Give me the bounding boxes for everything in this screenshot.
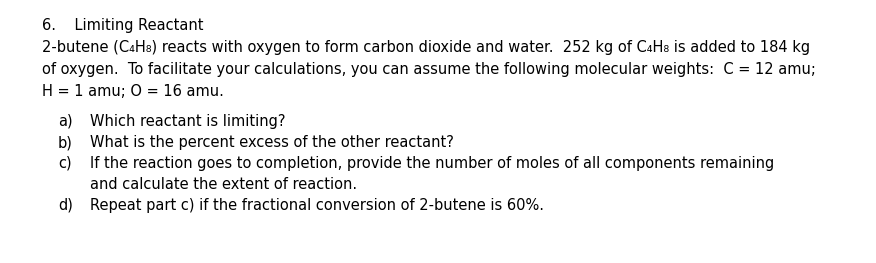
Text: If the reaction goes to completion, provide the number of moles of all component: If the reaction goes to completion, prov…	[90, 156, 774, 171]
Text: Which reactant is limiting?: Which reactant is limiting?	[90, 114, 286, 129]
Text: 6.    Limiting Reactant: 6. Limiting Reactant	[42, 18, 203, 33]
Text: and calculate the extent of reaction.: and calculate the extent of reaction.	[90, 177, 357, 192]
Text: d): d)	[58, 198, 73, 213]
Text: b): b)	[58, 135, 73, 150]
Text: 2-butene (C₄H₈) reacts with oxygen to form carbon dioxide and water.  252 kg of : 2-butene (C₄H₈) reacts with oxygen to fo…	[42, 40, 810, 55]
Text: of oxygen.  To facilitate your calculations, you can assume the following molecu: of oxygen. To facilitate your calculatio…	[42, 62, 816, 77]
Text: Repeat part c) if the fractional conversion of 2-butene is 60%.: Repeat part c) if the fractional convers…	[90, 198, 544, 213]
Text: c): c)	[58, 156, 72, 171]
Text: H = 1 amu; O = 16 amu.: H = 1 amu; O = 16 amu.	[42, 84, 224, 99]
Text: What is the percent excess of the other reactant?: What is the percent excess of the other …	[90, 135, 454, 150]
Text: a): a)	[58, 114, 73, 129]
